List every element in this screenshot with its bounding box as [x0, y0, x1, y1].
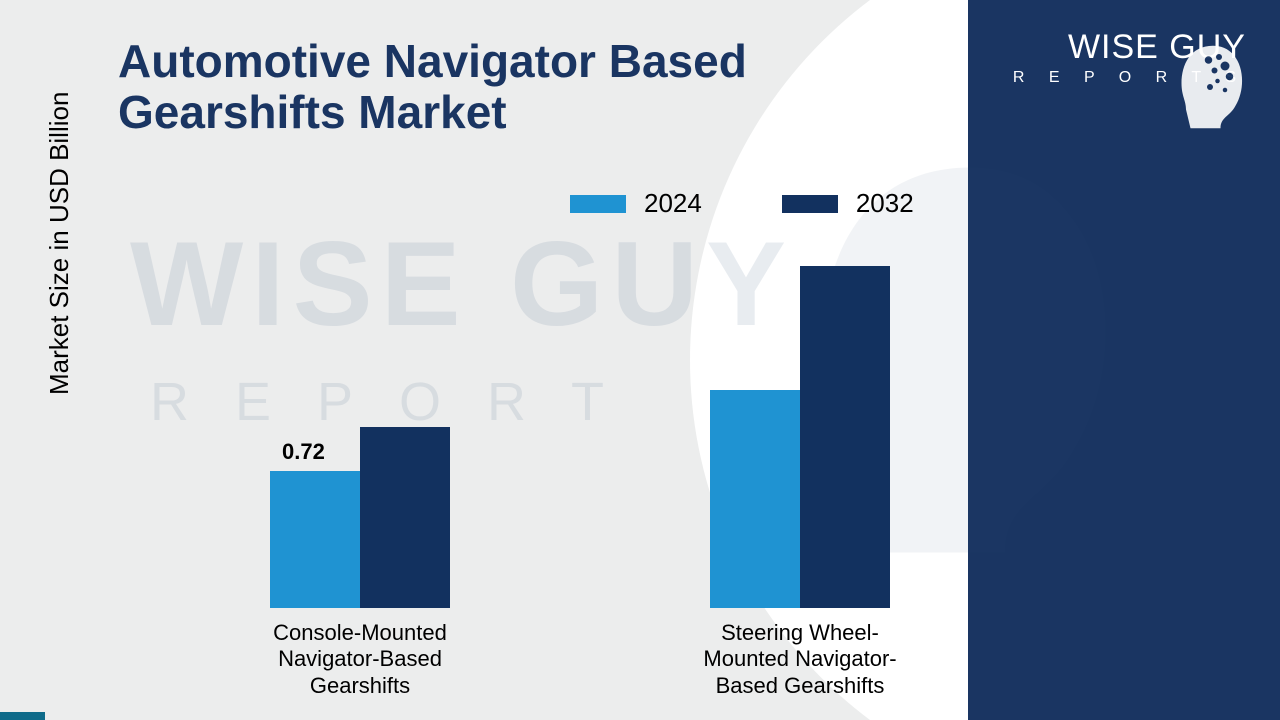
legend-label-2024: 2024: [644, 188, 702, 219]
legend-item-2032: 2032: [782, 188, 914, 219]
bar-2032-console: [360, 427, 450, 608]
legend-label-2032: 2032: [856, 188, 914, 219]
bar-2024-steering: [710, 390, 800, 608]
legend: 2024 2032: [570, 188, 914, 219]
legend-swatch-2024: [570, 195, 626, 213]
x-category-label-0: Console-Mounted Navigator-Based Gearshif…: [240, 620, 480, 699]
bar-group-0: 0.72: [270, 427, 450, 608]
chart-title: Automotive Navigator Based Gearshifts Ma…: [118, 36, 838, 137]
footer-accent-bar: [0, 712, 45, 720]
legend-swatch-2032: [782, 195, 838, 213]
legend-item-2024: 2024: [570, 188, 702, 219]
brand-logo: WISE GUY R E P O R T S: [1013, 28, 1246, 87]
bar-2032-steering: [800, 266, 890, 608]
x-category-label-1: Steering Wheel-Mounted Navigator-Based G…: [680, 620, 920, 699]
chart-area: 0.72 Console-Mounted Navigator-Based Gea…: [100, 228, 970, 678]
brand-head-icon: [1174, 42, 1252, 132]
bar-group-1: [710, 266, 890, 608]
bar-2024-console: [270, 471, 360, 608]
y-axis-label: Market Size in USD Billion: [44, 92, 75, 395]
bar-value-label: 0.72: [282, 439, 325, 465]
chart-card: WISE GUY REPORT Automotive Navigator Bas…: [0, 0, 1280, 720]
